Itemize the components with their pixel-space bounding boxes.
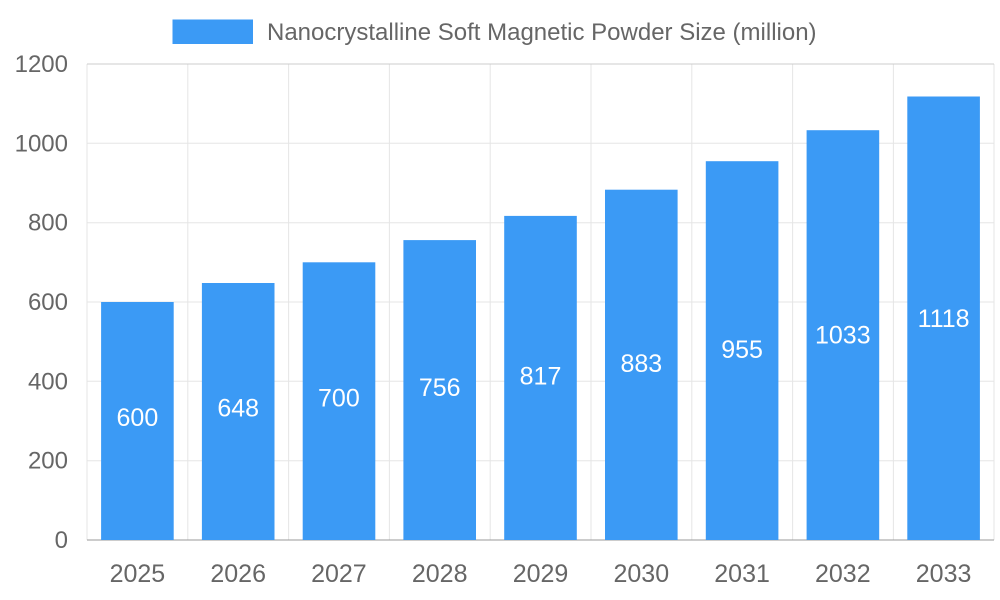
svg-text:800: 800 [28,210,68,237]
svg-text:1118: 1118 [918,305,970,333]
svg-text:1033: 1033 [815,321,871,349]
svg-text:2027: 2027 [311,560,367,588]
svg-text:2029: 2029 [513,560,569,588]
svg-text:0: 0 [55,527,68,554]
svg-text:2026: 2026 [210,560,266,588]
svg-text:2030: 2030 [613,560,669,588]
svg-text:Nanocrystalline Soft Magnetic: Nanocrystalline Soft Magnetic Powder Siz… [267,19,817,46]
svg-text:600: 600 [28,289,68,316]
svg-text:2025: 2025 [110,560,166,588]
svg-text:648: 648 [217,395,259,423]
svg-text:2032: 2032 [815,560,871,588]
svg-text:1000: 1000 [15,130,68,157]
svg-text:2031: 2031 [714,560,770,588]
svg-text:955: 955 [721,336,763,364]
svg-text:2033: 2033 [916,560,972,588]
svg-text:700: 700 [318,385,360,413]
svg-text:2028: 2028 [412,560,468,588]
svg-text:400: 400 [28,368,68,395]
svg-text:1200: 1200 [15,51,68,78]
svg-text:200: 200 [28,448,68,475]
svg-text:600: 600 [117,404,159,432]
svg-text:756: 756 [419,374,461,402]
svg-text:817: 817 [520,362,562,390]
svg-text:883: 883 [620,350,662,378]
